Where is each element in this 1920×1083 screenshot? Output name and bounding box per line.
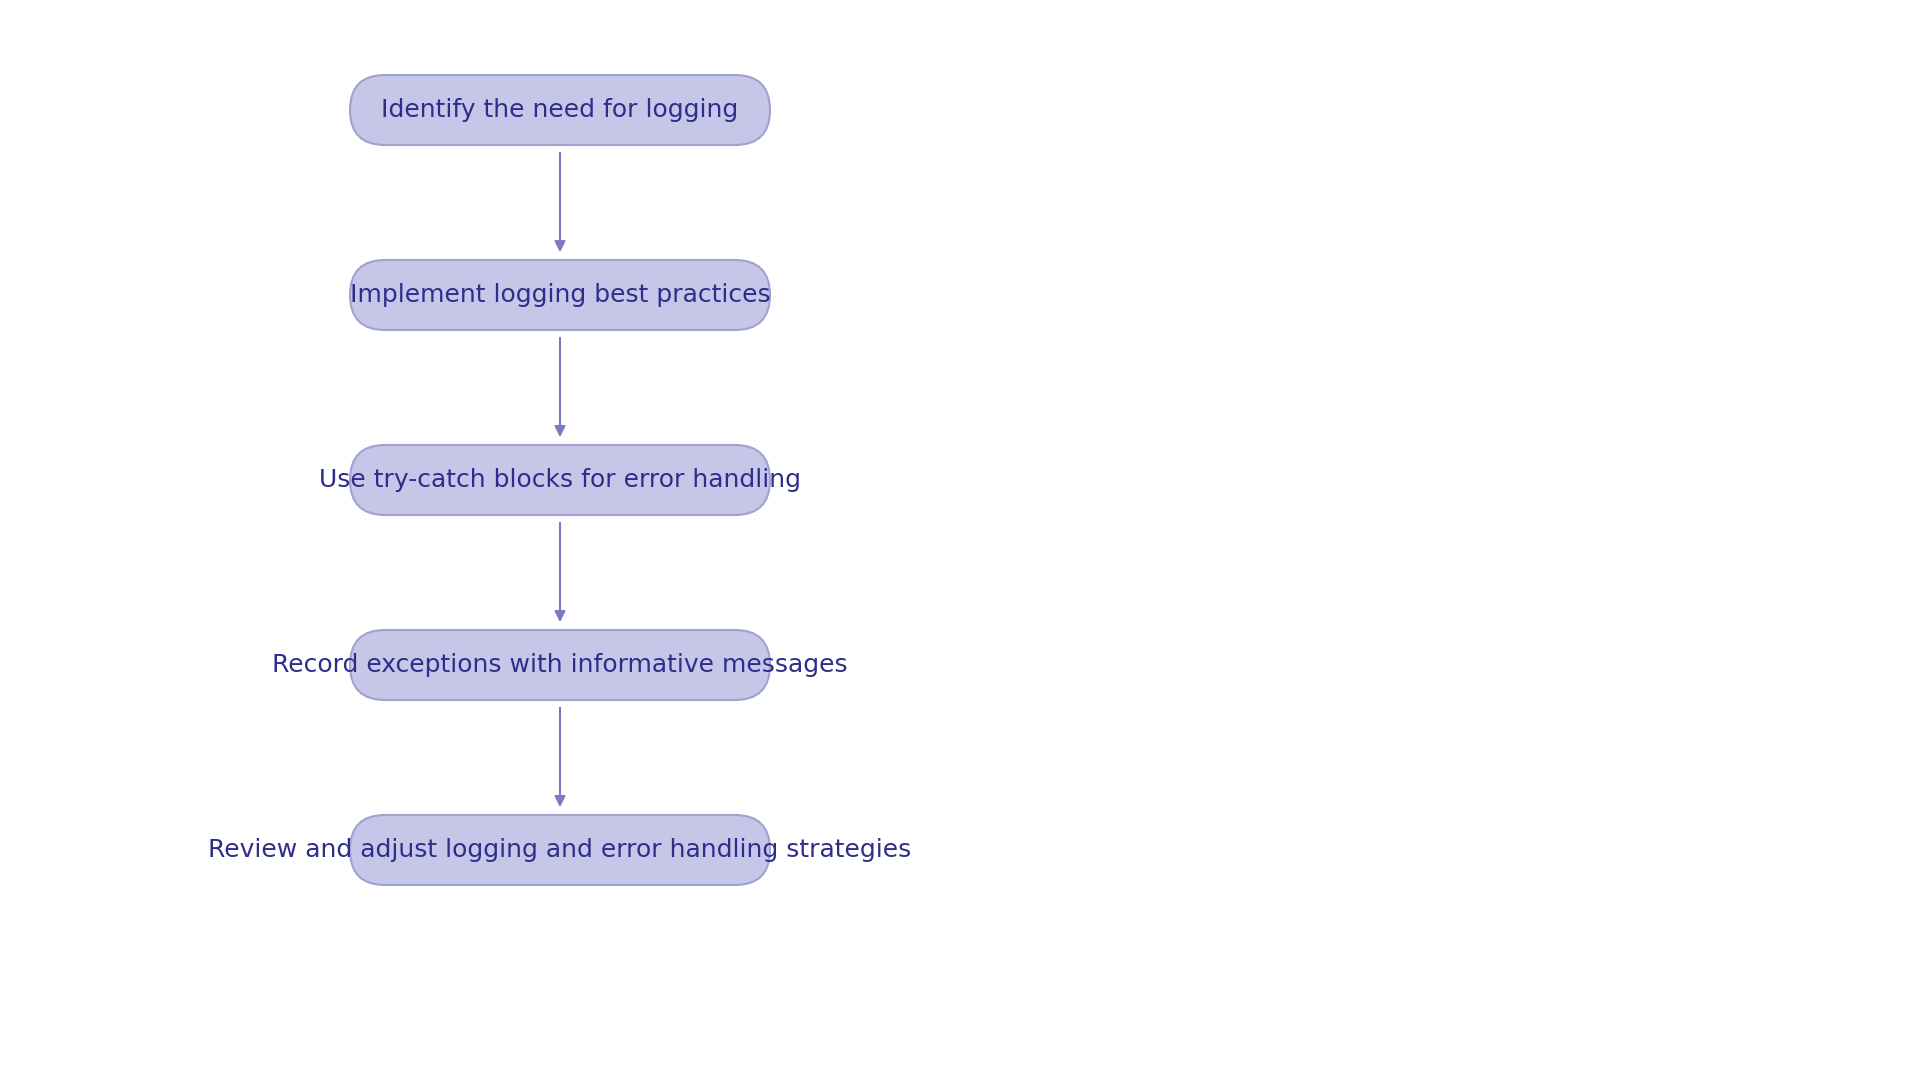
- FancyBboxPatch shape: [349, 75, 770, 145]
- FancyBboxPatch shape: [349, 445, 770, 516]
- Text: Review and adjust logging and error handling strategies: Review and adjust logging and error hand…: [209, 838, 912, 862]
- FancyBboxPatch shape: [349, 630, 770, 700]
- Text: Identify the need for logging: Identify the need for logging: [382, 97, 739, 122]
- FancyBboxPatch shape: [349, 260, 770, 330]
- Text: Use try-catch blocks for error handling: Use try-catch blocks for error handling: [319, 468, 801, 492]
- Text: Record exceptions with informative messages: Record exceptions with informative messa…: [273, 653, 849, 677]
- FancyBboxPatch shape: [349, 815, 770, 885]
- Text: Implement logging best practices: Implement logging best practices: [349, 283, 770, 306]
